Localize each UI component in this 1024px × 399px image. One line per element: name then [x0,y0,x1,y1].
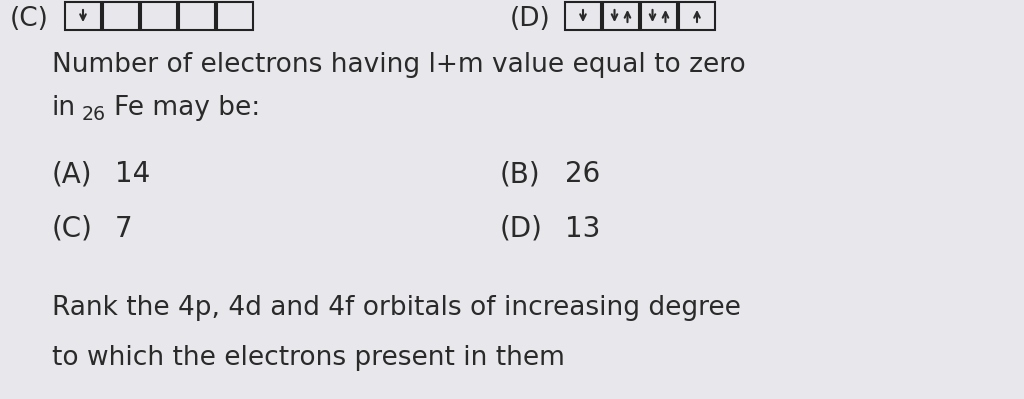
Text: in: in [52,95,76,121]
Text: (D): (D) [500,215,543,243]
Text: (C): (C) [52,215,93,243]
Text: 26: 26 [82,105,106,124]
Bar [65,2,101,30]
Text: (C): (C) [10,6,49,32]
Text: to which the electrons present in them: to which the electrons present in them [52,345,565,371]
Text: Number of electrons having l+m value equal to zero: Number of electrons having l+m value equ… [52,52,745,78]
Bar [565,2,601,30]
Text: 14: 14 [115,160,151,188]
Text: (D): (D) [510,6,551,32]
Text: Rank the 4p, 4d and 4f orbitals of increasing degree: Rank the 4p, 4d and 4f orbitals of incre… [52,295,741,321]
Text: (A): (A) [52,160,92,188]
Bar [179,2,215,30]
Bar [679,2,715,30]
Text: 7: 7 [115,215,133,243]
Bar [641,2,677,30]
Text: (B): (B) [500,160,541,188]
Text: Fe may be:: Fe may be: [114,95,260,121]
Bar [217,2,253,30]
Text: 13: 13 [565,215,600,243]
Bar [141,2,177,30]
Bar [103,2,139,30]
Text: 26: 26 [565,160,600,188]
Bar [603,2,639,30]
